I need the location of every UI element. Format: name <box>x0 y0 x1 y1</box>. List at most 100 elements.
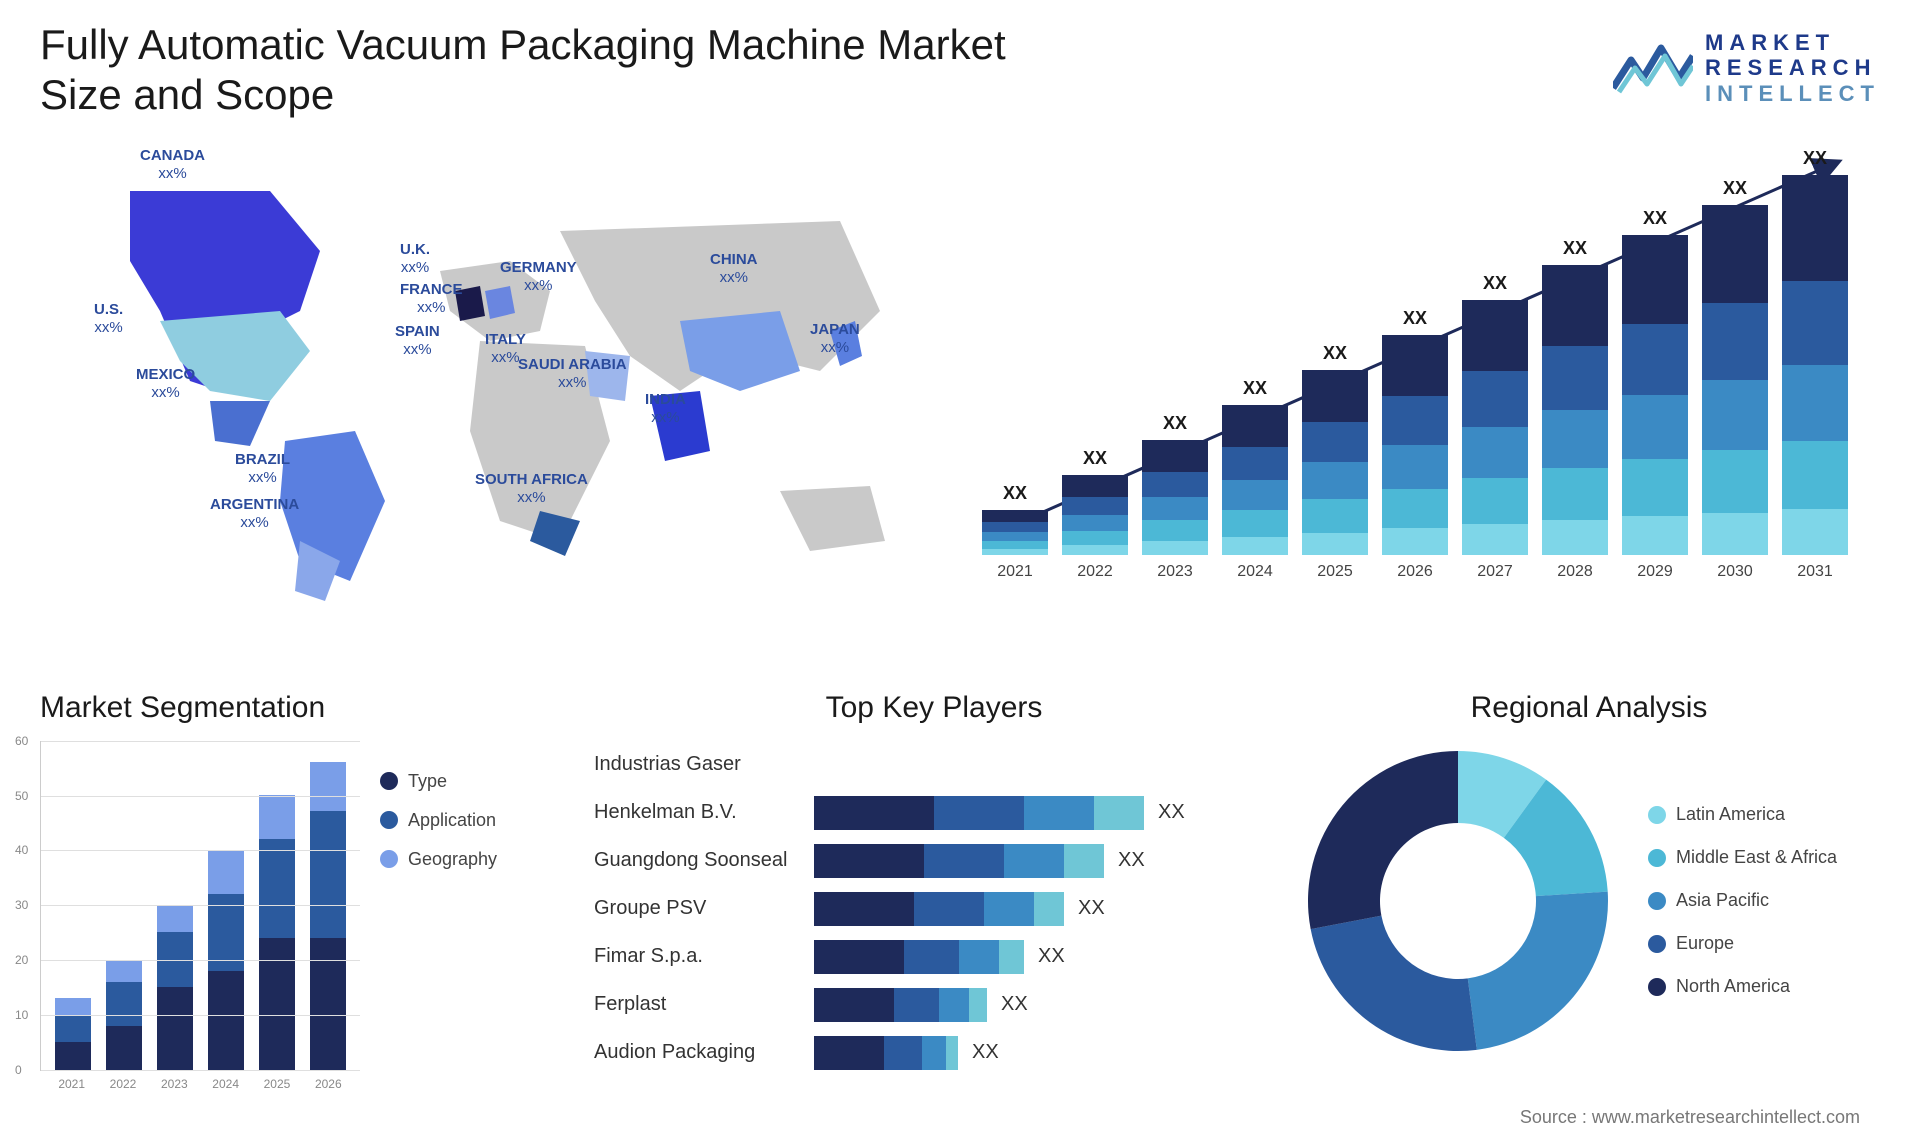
forecast-value-label: XX <box>1483 273 1507 294</box>
regional-legend-item: Europe <box>1648 933 1837 954</box>
player-name: Industrias Gaser <box>594 753 814 776</box>
regional-legend-item: North America <box>1648 976 1837 997</box>
regional-legend-item: Middle East & Africa <box>1648 847 1837 868</box>
seg-y-tick: 30 <box>15 898 28 912</box>
logo-line3: INTELLECT <box>1705 81 1880 106</box>
player-value-label: XX <box>1038 945 1065 968</box>
forecast-bar <box>1542 265 1608 555</box>
forecast-column: XX2028 <box>1540 238 1610 581</box>
map-label: JAPANxx% <box>810 321 860 357</box>
forecast-bar <box>1222 405 1288 555</box>
brand-logo-mark <box>1613 38 1693 98</box>
player-bar <box>814 940 1024 974</box>
forecast-value-label: XX <box>1003 483 1027 504</box>
forecast-year-label: 2029 <box>1637 563 1673 581</box>
forecast-column: XX 2022 <box>1060 448 1130 581</box>
bottom-row: Market Segmentation 0102030405060 202120… <box>40 691 1880 1121</box>
players-title: Top Key Players <box>594 691 1274 725</box>
seg-legend-item: Geography <box>380 849 497 870</box>
player-value-label: XX <box>1078 897 1105 920</box>
source-label: Source : www.marketresearchintellect.com <box>1520 1107 1860 1128</box>
forecast-year-label: 2031 <box>1797 563 1833 581</box>
map-label: SOUTH AFRICAxx% <box>475 471 588 507</box>
seg-y-tick: 0 <box>15 1063 22 1077</box>
regional-panel: Regional Analysis Latin AmericaMiddle Ea… <box>1298 691 1880 1121</box>
forecast-year-label: 2027 <box>1477 563 1513 581</box>
seg-y-tick: 50 <box>15 789 28 803</box>
forecast-bar <box>1702 205 1768 555</box>
seg-legend-item: Type <box>380 771 497 792</box>
player-name: Ferplast <box>594 993 814 1016</box>
forecast-value-label: XX <box>1643 208 1667 229</box>
forecast-year-label: 2025 <box>1317 563 1353 581</box>
forecast-column: XX2023 <box>1140 413 1210 581</box>
map-label: FRANCExx% <box>400 281 463 317</box>
forecast-bar <box>1142 440 1208 555</box>
player-row: Industrias Gaser <box>594 741 1274 789</box>
seg-bar <box>310 762 346 1070</box>
regional-legend: Latin AmericaMiddle East & AfricaAsia Pa… <box>1648 804 1837 997</box>
seg-bar <box>157 905 193 1070</box>
seg-y-tick: 10 <box>15 1008 28 1022</box>
player-bar <box>814 892 1064 926</box>
seg-bar <box>259 795 295 1070</box>
logo-line1: MARKET <box>1705 30 1880 55</box>
seg-x-tick: 2024 <box>212 1077 239 1091</box>
seg-x-tick: 2025 <box>264 1077 291 1091</box>
header: Fully Automatic Vacuum Packaging Machine… <box>40 20 1880 121</box>
seg-x-tick: 2026 <box>315 1077 342 1091</box>
forecast-year-label: 2022 <box>1077 563 1113 581</box>
player-value-label: XX <box>1118 849 1145 872</box>
forecast-column: XX2021 <box>980 483 1050 581</box>
logo-line2: RESEARCH <box>1705 55 1880 80</box>
forecast-bar <box>982 510 1048 555</box>
forecast-column: XX2024 <box>1220 378 1290 581</box>
player-bar <box>814 844 1104 878</box>
segmentation-chart: 0102030405060 <box>40 741 360 1071</box>
forecast-bar <box>1622 235 1688 555</box>
forecast-value-label: XX <box>1803 148 1827 169</box>
map-label: SAUDI ARABIAxx% <box>518 356 627 392</box>
player-value-label: XX <box>972 1041 999 1064</box>
seg-legend-item: Application <box>380 810 497 831</box>
player-row: Fimar S.p.a. XX <box>594 933 1274 981</box>
donut-slice <box>1468 891 1608 1049</box>
player-row: Guangdong SoonsealXX <box>594 837 1274 885</box>
regional-title: Regional Analysis <box>1298 691 1880 725</box>
segmentation-title: Market Segmentation <box>40 691 570 725</box>
forecast-bar <box>1302 370 1368 555</box>
player-row: Ferplast XX <box>594 981 1274 1029</box>
forecast-bar <box>1782 175 1848 555</box>
segmentation-panel: Market Segmentation 0102030405060 202120… <box>40 691 570 1121</box>
regional-legend-item: Asia Pacific <box>1648 890 1837 911</box>
donut-slice <box>1311 915 1477 1050</box>
top-row: CANADAxx%U.S.xx%MEXICOxx%BRAZILxx%ARGENT… <box>40 141 1880 651</box>
seg-y-tick: 20 <box>15 953 28 967</box>
forecast-bar <box>1382 335 1448 555</box>
world-map-panel: CANADAxx%U.S.xx%MEXICOxx%BRAZILxx%ARGENT… <box>40 141 920 651</box>
map-label: SPAINxx% <box>395 323 440 359</box>
map-label: CANADAxx% <box>140 147 205 183</box>
forecast-value-label: XX <box>1243 378 1267 399</box>
forecast-column: XX 2027 <box>1460 273 1530 581</box>
player-name: Groupe PSV <box>594 897 814 920</box>
player-name: Henkelman B.V. <box>594 801 814 824</box>
forecast-column: XX 2031 <box>1780 148 1850 581</box>
player-row: Groupe PSV XX <box>594 885 1274 933</box>
player-name: Fimar S.p.a. <box>594 945 814 968</box>
player-bar <box>814 1036 958 1070</box>
map-label: INDIAxx% <box>645 391 686 427</box>
map-label: MEXICOxx% <box>136 366 195 402</box>
forecast-column: XX2030 <box>1700 178 1770 581</box>
forecast-year-label: 2028 <box>1557 563 1593 581</box>
forecast-column: XX 2029 <box>1620 208 1690 581</box>
forecast-value-label: XX <box>1163 413 1187 434</box>
brand-logo: MARKET RESEARCH INTELLECT <box>1613 30 1880 106</box>
forecast-column: XX2025 <box>1300 343 1370 581</box>
map-label: ARGENTINAxx% <box>210 496 299 532</box>
forecast-value-label: XX <box>1083 448 1107 469</box>
seg-x-tick: 2022 <box>110 1077 137 1091</box>
player-value-label: XX <box>1001 993 1028 1016</box>
forecast-column: XX2026 <box>1380 308 1450 581</box>
forecast-year-label: 2026 <box>1397 563 1433 581</box>
